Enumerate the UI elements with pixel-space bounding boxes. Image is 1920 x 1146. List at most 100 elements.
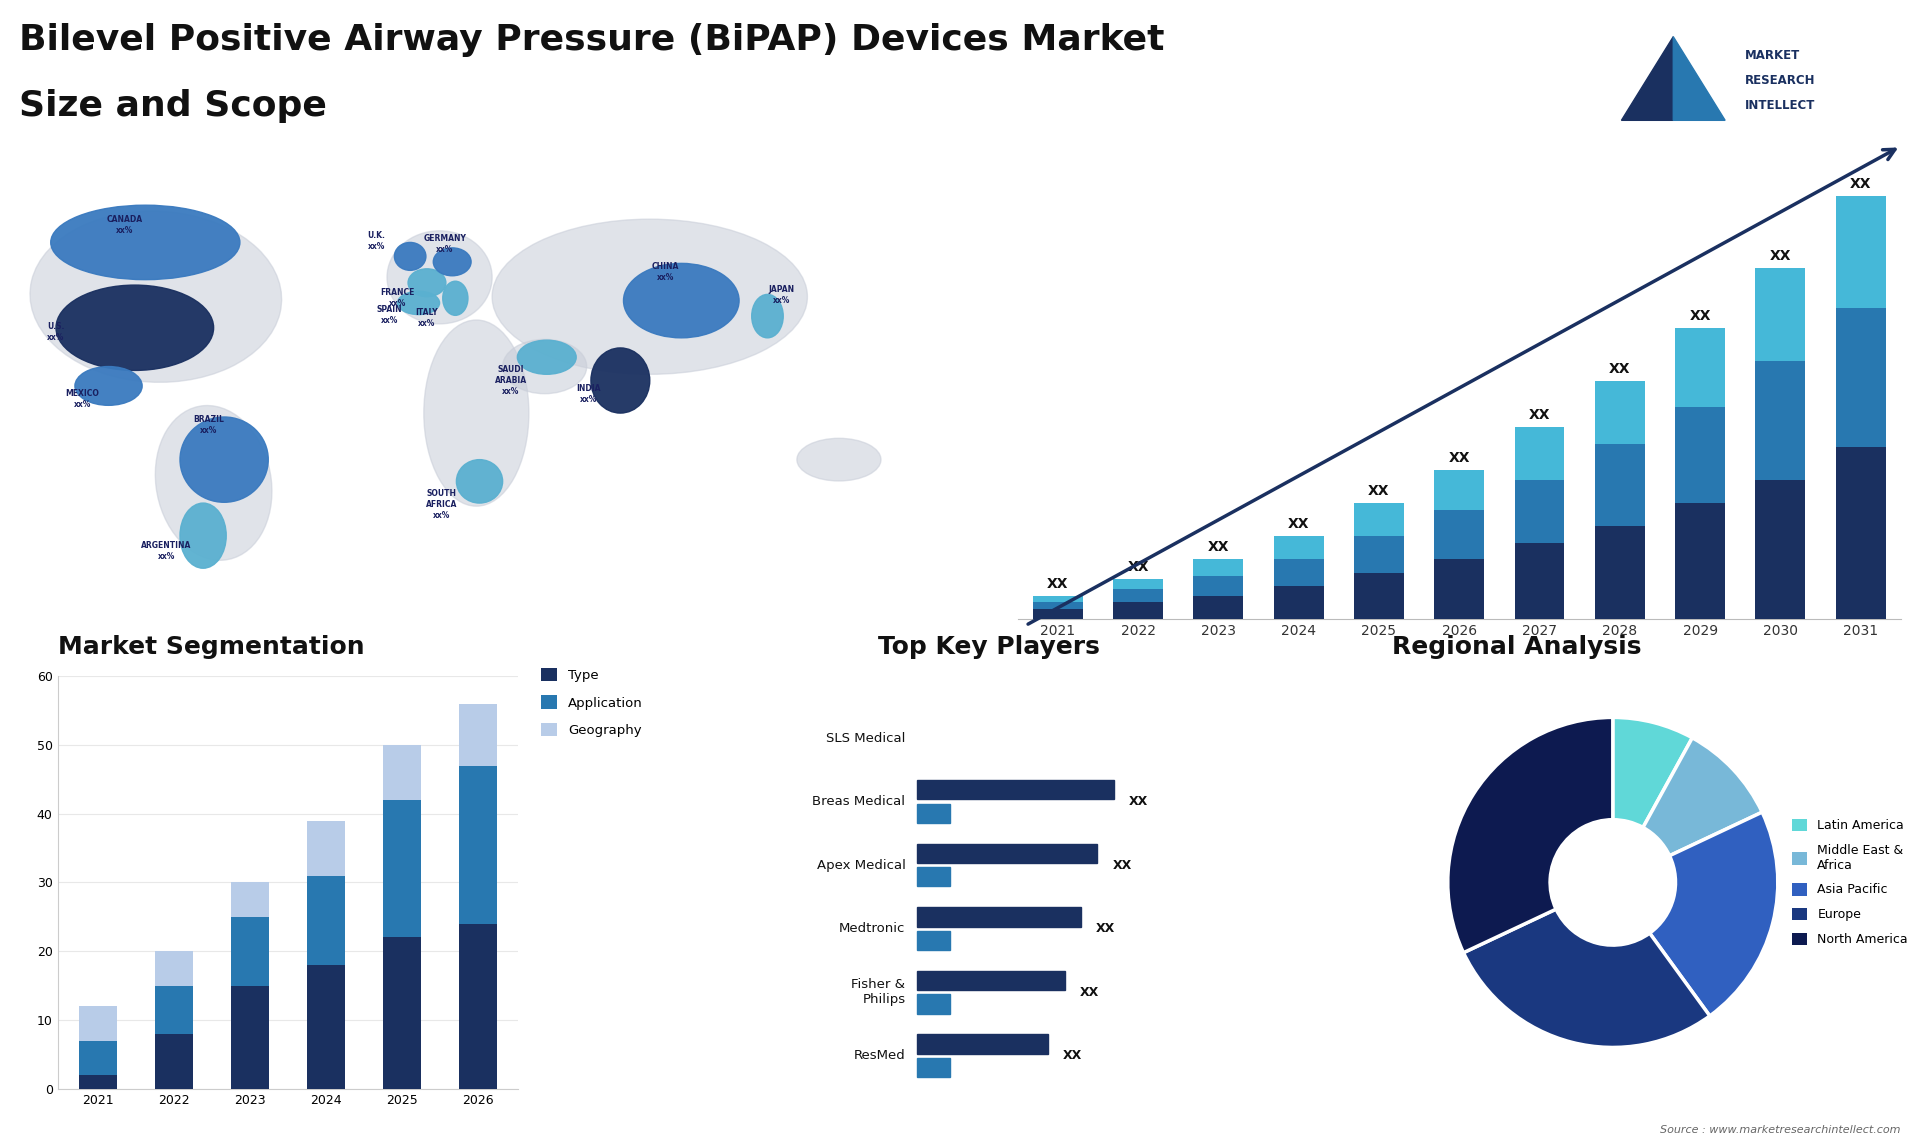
FancyBboxPatch shape — [918, 868, 950, 887]
Ellipse shape — [503, 339, 588, 394]
FancyBboxPatch shape — [918, 803, 950, 823]
Bar — [156, 986, 192, 1034]
Text: Source : www.marketresearchintellect.com: Source : www.marketresearchintellect.com — [1661, 1124, 1901, 1135]
FancyBboxPatch shape — [918, 1058, 950, 1077]
Text: XX: XX — [1770, 250, 1791, 264]
Bar — [1836, 308, 1885, 447]
Bar — [1596, 380, 1645, 444]
Bar — [1515, 480, 1565, 543]
Text: XX: XX — [1064, 1050, 1083, 1062]
Bar — [230, 917, 269, 986]
Ellipse shape — [797, 438, 881, 481]
Bar — [1434, 470, 1484, 510]
Bar — [1114, 589, 1164, 603]
Bar — [79, 1075, 117, 1089]
Text: MARKET: MARKET — [1745, 48, 1801, 62]
Bar — [1674, 407, 1724, 503]
Ellipse shape — [624, 264, 739, 338]
Text: U.K.
xx%: U.K. xx% — [367, 230, 386, 251]
Bar — [230, 882, 269, 917]
Bar — [1515, 427, 1565, 480]
Bar — [307, 876, 346, 965]
Bar — [1354, 536, 1404, 573]
FancyBboxPatch shape — [918, 780, 1114, 800]
Ellipse shape — [388, 230, 492, 324]
Bar — [1273, 559, 1323, 586]
Bar — [1674, 328, 1724, 407]
Text: ITALY
xx%: ITALY xx% — [415, 308, 438, 329]
Bar — [1755, 361, 1805, 480]
Ellipse shape — [444, 281, 468, 315]
Bar — [1194, 575, 1244, 596]
Text: Apex Medical: Apex Medical — [816, 858, 906, 872]
Text: GERMANY
xx%: GERMANY xx% — [424, 234, 467, 254]
Text: Market Segmentation: Market Segmentation — [58, 635, 365, 659]
FancyBboxPatch shape — [918, 1035, 1048, 1053]
Ellipse shape — [50, 205, 240, 280]
Ellipse shape — [394, 243, 426, 270]
Bar — [384, 937, 420, 1089]
Bar — [307, 965, 346, 1089]
Text: INDIA
xx%: INDIA xx% — [576, 384, 601, 403]
Bar — [1515, 543, 1565, 619]
Text: ARGENTINA
xx%: ARGENTINA xx% — [142, 541, 192, 562]
Text: XX: XX — [1129, 795, 1148, 808]
Bar — [79, 1041, 117, 1075]
Bar — [230, 986, 269, 1089]
Text: XX: XX — [1288, 517, 1309, 532]
Ellipse shape — [56, 285, 213, 370]
Bar — [459, 924, 497, 1089]
Bar — [1434, 510, 1484, 559]
Ellipse shape — [591, 348, 649, 413]
Bar — [1194, 596, 1244, 619]
Bar — [459, 766, 497, 924]
Ellipse shape — [75, 367, 142, 406]
Text: Breas Medical: Breas Medical — [812, 795, 906, 808]
Bar — [1354, 573, 1404, 619]
Bar — [1273, 586, 1323, 619]
Text: XX: XX — [1528, 408, 1549, 422]
Wedge shape — [1644, 738, 1763, 856]
Text: XX: XX — [1208, 541, 1229, 555]
Text: Bilevel Positive Airway Pressure (BiPAP) Devices Market: Bilevel Positive Airway Pressure (BiPAP)… — [19, 23, 1165, 57]
Text: XX: XX — [1079, 986, 1098, 998]
Ellipse shape — [409, 269, 445, 297]
Bar — [79, 1006, 117, 1041]
Bar — [1114, 579, 1164, 589]
Text: SLS Medical: SLS Medical — [826, 731, 906, 745]
Legend: Latin America, Middle East &
Africa, Asia Pacific, Europe, North America: Latin America, Middle East & Africa, Asi… — [1793, 818, 1908, 947]
Text: XX: XX — [1609, 362, 1630, 376]
Wedge shape — [1613, 717, 1692, 827]
Ellipse shape — [457, 460, 503, 503]
Bar — [307, 821, 346, 876]
Ellipse shape — [753, 295, 783, 338]
Bar — [1114, 603, 1164, 619]
Bar — [1033, 609, 1083, 619]
Bar — [1273, 536, 1323, 559]
Bar — [1596, 444, 1645, 526]
Bar — [1755, 480, 1805, 619]
Text: Top Key Players: Top Key Players — [877, 635, 1100, 659]
Ellipse shape — [492, 219, 808, 375]
Bar — [384, 745, 420, 800]
FancyBboxPatch shape — [918, 971, 1066, 990]
Wedge shape — [1649, 813, 1778, 1015]
Ellipse shape — [397, 291, 440, 314]
Wedge shape — [1448, 717, 1613, 952]
Wedge shape — [1463, 909, 1711, 1047]
FancyBboxPatch shape — [918, 843, 1098, 863]
Text: XX: XX — [1369, 484, 1390, 499]
Text: Size and Scope: Size and Scope — [19, 89, 326, 124]
Bar — [1755, 268, 1805, 361]
Bar — [156, 951, 192, 986]
Text: XX: XX — [1690, 309, 1711, 323]
Text: BRAZIL
xx%: BRAZIL xx% — [192, 415, 225, 434]
Text: INTELLECT: INTELLECT — [1745, 99, 1816, 112]
Text: U.S.
xx%: U.S. xx% — [48, 322, 65, 342]
Text: RESEARCH: RESEARCH — [1745, 73, 1816, 87]
Bar — [1674, 503, 1724, 619]
Bar — [1194, 559, 1244, 575]
Text: XX: XX — [1046, 576, 1069, 590]
Polygon shape — [1672, 37, 1724, 120]
Text: XX: XX — [1112, 858, 1131, 872]
